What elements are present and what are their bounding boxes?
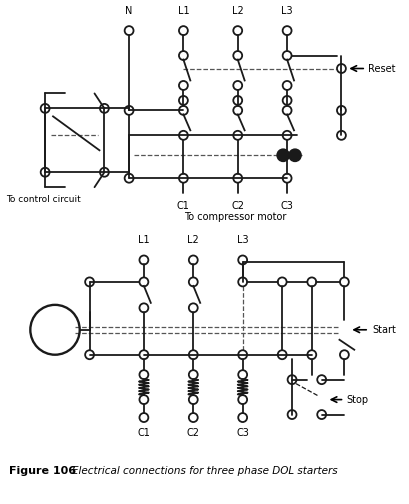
Text: Stop: Stop [346, 395, 368, 405]
Text: C3: C3 [236, 427, 249, 437]
Text: N: N [125, 6, 133, 16]
Circle shape [276, 149, 288, 161]
Text: To compressor motor: To compressor motor [184, 212, 286, 222]
Text: L3: L3 [236, 235, 248, 245]
Text: C2: C2 [187, 427, 199, 437]
Text: Start: Start [371, 325, 395, 335]
Text: C2: C2 [231, 201, 244, 211]
Text: C1: C1 [137, 427, 150, 437]
Text: To control circuit: To control circuit [6, 195, 80, 204]
Text: Figure 106: Figure 106 [9, 466, 76, 476]
Text: Electrical connections for three phase DOL starters: Electrical connections for three phase D… [72, 466, 337, 476]
Text: C3: C3 [280, 201, 293, 211]
Text: L2: L2 [187, 235, 199, 245]
Text: L2: L2 [231, 6, 243, 16]
Text: L3: L3 [281, 6, 292, 16]
Text: Reset: Reset [367, 64, 395, 74]
Text: L1: L1 [138, 235, 149, 245]
Text: C1: C1 [177, 201, 189, 211]
Text: L1: L1 [177, 6, 189, 16]
Circle shape [288, 149, 300, 161]
